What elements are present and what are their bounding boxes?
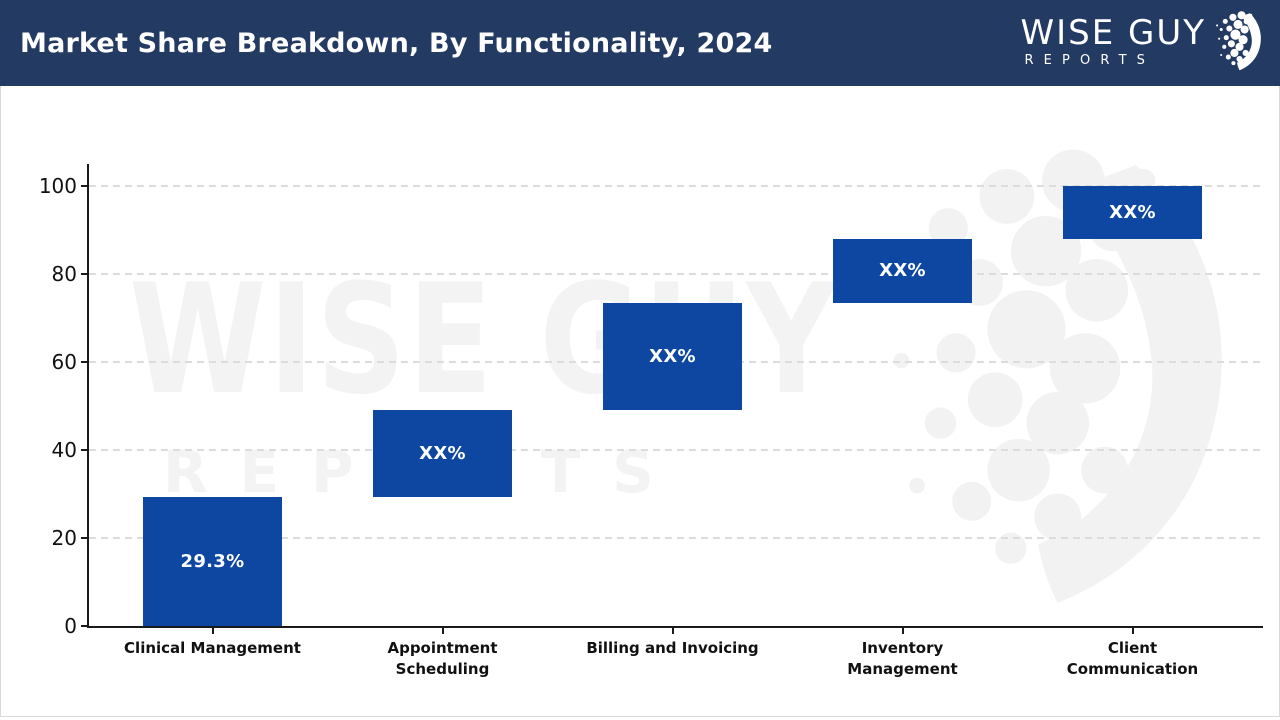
bar-value-label: XX%	[1109, 201, 1156, 223]
header: Market Share Breakdown, By Functionality…	[0, 0, 1280, 86]
chart-area: WISE GUY REPORTS 02040608010029.3%Clinic…	[0, 86, 1280, 717]
gridline	[89, 449, 1263, 451]
gridline	[89, 185, 1263, 187]
bar: XX%	[373, 410, 512, 498]
bar-value-label: XX%	[419, 443, 466, 465]
x-axis-tick	[441, 626, 444, 634]
y-axis-tick	[81, 449, 89, 451]
wiseguy-logo-text: WISE GUY REPORTS	[1020, 12, 1206, 69]
bar-value-label: XX%	[879, 260, 926, 282]
bar: XX%	[603, 303, 742, 411]
category-label: Client Communication	[1066, 639, 1199, 678]
category-label: Appointment Scheduling	[387, 639, 498, 678]
y-axis-tick	[81, 185, 89, 187]
bar: XX%	[1063, 186, 1202, 239]
category-label: Clinical Management	[124, 639, 301, 657]
gridline	[89, 273, 1263, 275]
bar-value-label: 29.3%	[180, 551, 245, 573]
bar: XX%	[833, 238, 972, 304]
x-axis-tick	[671, 626, 674, 634]
x-axis-tick	[1131, 626, 1134, 634]
x-axis-tick	[901, 626, 904, 634]
waterfall-chart: 0 20 40 60 80 100 29.3% Clinical Management XX% A…	[1, 86, 1279, 716]
category-label: Billing and Invoicing	[586, 639, 759, 657]
y-tick-label: 40	[51, 438, 77, 462]
wiseguy-head-icon	[1216, 11, 1261, 71]
bar-value-label: XX%	[649, 346, 696, 368]
y-tick-label: 0	[64, 614, 77, 638]
x-axis	[87, 626, 1263, 628]
y-axis-tick	[81, 537, 89, 539]
page-title: Market Share Breakdown, By Functionality…	[20, 27, 773, 59]
y-tick-label: 60	[51, 350, 77, 374]
y-axis-tick	[81, 625, 89, 627]
x-axis-tick	[211, 626, 214, 634]
y-axis-tick	[81, 361, 89, 363]
y-tick-label: 80	[51, 262, 77, 286]
bar: 29.3%	[143, 497, 282, 626]
gridline	[89, 537, 1263, 539]
logo-wordmark: WISE GUY	[1020, 12, 1206, 53]
category-label: Inventory Management	[847, 639, 958, 678]
logo-subtitle: REPORTS	[1024, 53, 1156, 69]
y-axis	[87, 164, 89, 628]
y-axis-tick	[81, 273, 89, 275]
wiseguy-logo: WISE GUY REPORTS	[1020, 6, 1266, 78]
y-tick-label: 100	[38, 174, 77, 198]
y-tick-label: 20	[51, 526, 77, 550]
